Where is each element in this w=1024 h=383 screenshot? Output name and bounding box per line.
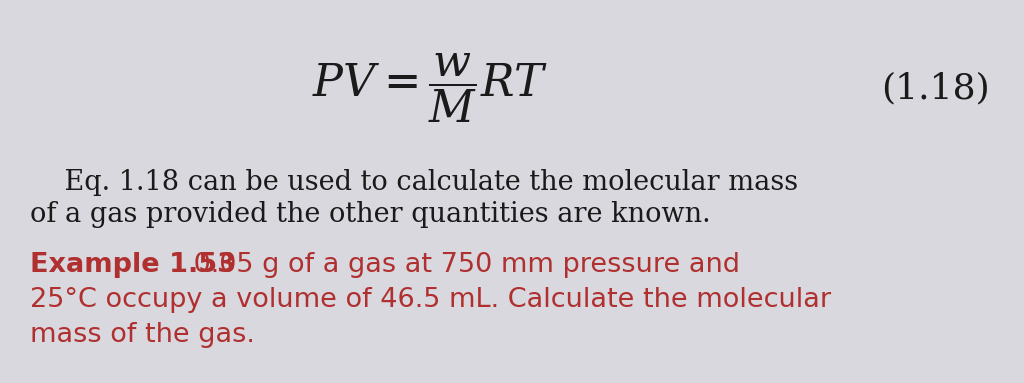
Text: Example 1.53: Example 1.53 bbox=[30, 252, 236, 278]
Text: 25°C occupy a volume of 46.5 mL. Calculate the molecular: 25°C occupy a volume of 46.5 mL. Calcula… bbox=[30, 287, 831, 313]
Text: mass of the gas.: mass of the gas. bbox=[30, 322, 255, 348]
Text: 0.05 g of a gas at 750 mm pressure and: 0.05 g of a gas at 750 mm pressure and bbox=[185, 252, 740, 278]
Text: $PV = \dfrac{w}{M}RT$: $PV = \dfrac{w}{M}RT$ bbox=[312, 51, 548, 125]
Text: of a gas provided the other quantities are known.: of a gas provided the other quantities a… bbox=[30, 201, 711, 229]
Text: (1.18): (1.18) bbox=[882, 71, 990, 105]
Text: Eq. 1.18 can be used to calculate the molecular mass: Eq. 1.18 can be used to calculate the mo… bbox=[30, 170, 798, 196]
